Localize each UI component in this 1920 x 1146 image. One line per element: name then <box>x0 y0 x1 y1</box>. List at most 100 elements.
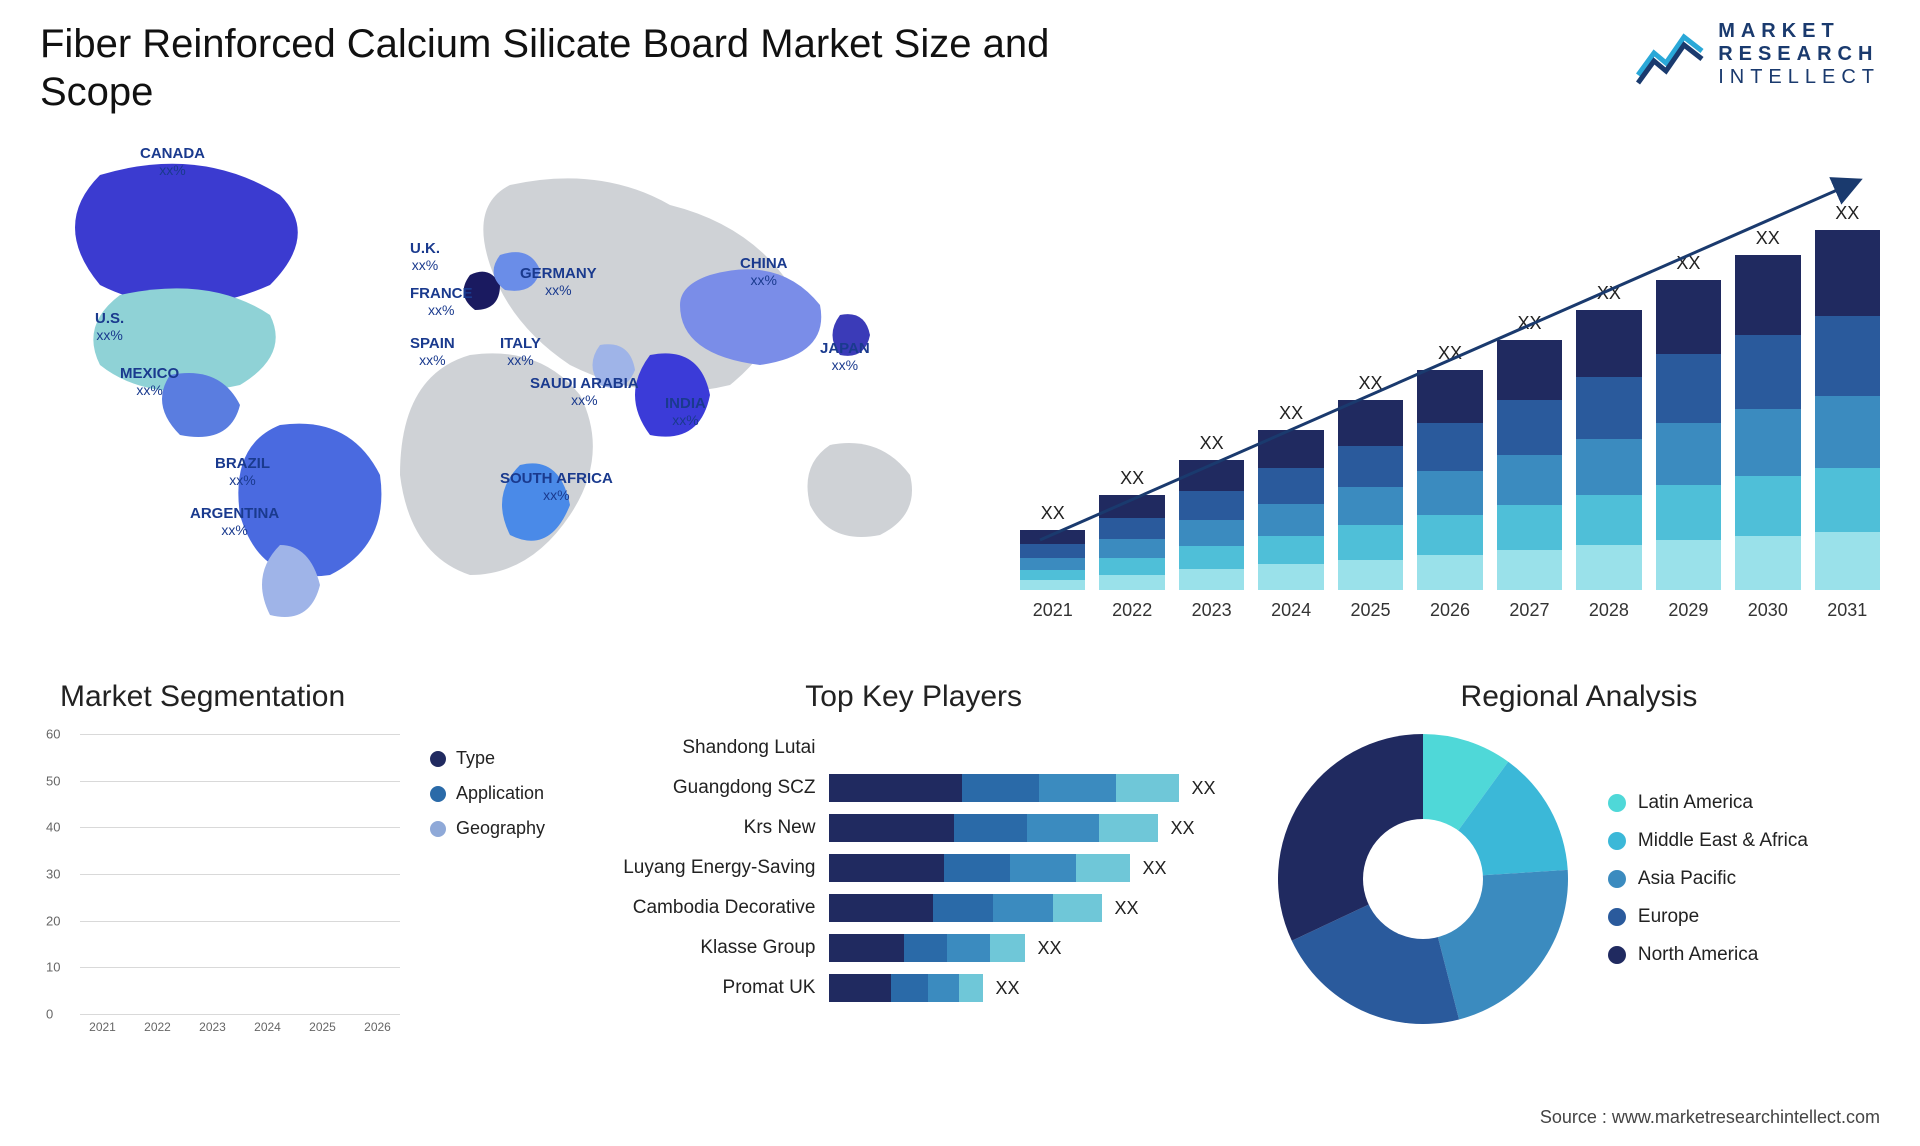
player-name: Krs New <box>589 817 829 839</box>
growth-year-label: 2026 <box>1417 600 1482 630</box>
world-map-panel: CANADAxx%U.S.xx%MEXICOxx%BRAZILxx%ARGENT… <box>40 145 960 645</box>
growth-bar-label: XX <box>1676 253 1700 274</box>
player-name: Promat UK <box>589 977 829 999</box>
player-bar <box>829 934 1025 962</box>
seg-ytick: 50 <box>46 773 60 788</box>
logo-line2: RESEARCH <box>1718 43 1880 66</box>
seg-year-label: 2026 <box>355 1020 400 1044</box>
growth-year-label: 2025 <box>1338 600 1403 630</box>
growth-xaxis: 2021202220232024202520262027202820292030… <box>1020 600 1880 630</box>
growth-bar-col: XX <box>1815 203 1880 590</box>
seg-ytick: 10 <box>46 960 60 975</box>
growth-bar-label: XX <box>1359 373 1383 394</box>
player-value: XX <box>995 978 1019 999</box>
seg-ytick: 60 <box>46 727 60 742</box>
growth-bar-label: XX <box>1120 468 1144 489</box>
player-value: XX <box>1114 898 1138 919</box>
player-name: Guangdong SCZ <box>589 777 829 799</box>
player-value: XX <box>1170 818 1194 839</box>
player-bar <box>829 774 1179 802</box>
growth-bar-label: XX <box>1200 433 1224 454</box>
key-players-title: Top Key Players <box>589 680 1237 714</box>
country-label: ITALYxx% <box>500 335 541 368</box>
seg-legend-item: Type <box>430 748 545 769</box>
regional-donut <box>1278 734 1568 1024</box>
segmentation-axis: 0102030405060 <box>80 734 400 1014</box>
growth-bar-col: XX <box>1020 503 1085 590</box>
page-title: Fiber Reinforced Calcium Silicate Board … <box>40 20 1090 116</box>
country-label: U.K.xx% <box>410 240 440 273</box>
growth-bar-col: XX <box>1656 253 1721 590</box>
donut-hole <box>1363 819 1483 939</box>
growth-bar-label: XX <box>1279 403 1303 424</box>
growth-year-label: 2031 <box>1815 600 1880 630</box>
growth-year-label: 2023 <box>1179 600 1244 630</box>
player-name: Klasse Group <box>589 937 829 959</box>
player-row: Cambodia Decorative XX <box>589 894 1237 922</box>
player-bar <box>829 894 1102 922</box>
source-label: Source : www.marketresearchintellect.com <box>1540 1107 1880 1128</box>
regional-legend-item: Asia Pacific <box>1608 868 1808 890</box>
growth-year-label: 2021 <box>1020 600 1085 630</box>
growth-bar-label: XX <box>1041 503 1065 524</box>
country-label: SOUTH AFRICAxx% <box>500 470 613 503</box>
segmentation-xaxis: 202120222023202420252026 <box>80 1020 400 1044</box>
growth-bar-label: XX <box>1835 203 1859 224</box>
player-value: XX <box>1037 938 1061 959</box>
country-label: GERMANYxx% <box>520 265 597 298</box>
player-row: Krs New XX <box>589 814 1237 842</box>
regional-legend-item: Latin America <box>1608 792 1808 814</box>
regional-legend-item: Middle East & Africa <box>1608 830 1808 852</box>
player-row: Klasse Group XX <box>589 934 1237 962</box>
player-name: Cambodia Decorative <box>589 897 829 919</box>
seg-year-label: 2025 <box>300 1020 345 1044</box>
seg-year-label: 2022 <box>135 1020 180 1044</box>
country-label: MEXICOxx% <box>120 365 179 398</box>
country-label: SPAINxx% <box>410 335 455 368</box>
growth-year-label: 2030 <box>1735 600 1800 630</box>
seg-ytick: 20 <box>46 913 60 928</box>
regional-legend-item: North America <box>1608 944 1808 966</box>
segmentation-legend: TypeApplicationGeography <box>430 734 545 853</box>
player-bar <box>829 974 983 1002</box>
growth-bar-col: XX <box>1417 343 1482 590</box>
country-label: ARGENTINAxx% <box>190 505 279 538</box>
seg-year-label: 2023 <box>190 1020 235 1044</box>
growth-bars: XX XX XX XX XX XX XX XX XX XX XX <box>1020 190 1880 590</box>
player-bar <box>829 814 1158 842</box>
growth-bar-col: XX <box>1338 373 1403 590</box>
growth-bar-col: XX <box>1497 313 1562 590</box>
growth-bar-label: XX <box>1756 228 1780 249</box>
growth-chart: XXXXXXXXXXXXXXXXXXXXXX 20212022202320242… <box>1020 170 1880 630</box>
seg-ytick: 30 <box>46 867 60 882</box>
regional-title: Regional Analysis <box>1278 680 1880 714</box>
seg-ytick: 0 <box>46 1007 53 1022</box>
country-label: INDIAxx% <box>665 395 706 428</box>
brand-logo: MARKET RESEARCH INTELLECT <box>1636 20 1880 89</box>
growth-bar-col: XX <box>1179 433 1244 590</box>
seg-year-label: 2024 <box>245 1020 290 1044</box>
growth-year-label: 2029 <box>1656 600 1721 630</box>
growth-year-label: 2027 <box>1497 600 1562 630</box>
growth-bar-label: XX <box>1597 283 1621 304</box>
key-players-rows: Shandong LutaiGuangdong SCZXXKrs NewXXLu… <box>589 734 1237 1002</box>
country-label: CANADAxx% <box>140 145 205 178</box>
growth-bar-label: XX <box>1517 313 1541 334</box>
player-row: Guangdong SCZXX <box>589 774 1237 802</box>
growth-bar-col: XX <box>1735 228 1800 590</box>
country-label: SAUDI ARABIAxx% <box>530 375 639 408</box>
segmentation-chart: 0102030405060 202120222023202420252026 <box>40 734 400 1044</box>
country-label: CHINAxx% <box>740 255 788 288</box>
growth-year-label: 2022 <box>1099 600 1164 630</box>
logo-icon <box>1636 25 1706 85</box>
segmentation-panel: Market Segmentation 0102030405060 202120… <box>40 680 549 1044</box>
country-label: JAPANxx% <box>820 340 870 373</box>
country-label: BRAZILxx% <box>215 455 270 488</box>
regional-legend-item: Europe <box>1608 906 1808 928</box>
seg-legend-item: Application <box>430 783 545 804</box>
growth-year-label: 2028 <box>1576 600 1641 630</box>
growth-bar-col: XX <box>1576 283 1641 590</box>
player-row: Promat UK XX <box>589 974 1237 1002</box>
player-row: Shandong Lutai <box>589 734 1237 762</box>
player-name: Luyang Energy-Saving <box>589 857 829 879</box>
